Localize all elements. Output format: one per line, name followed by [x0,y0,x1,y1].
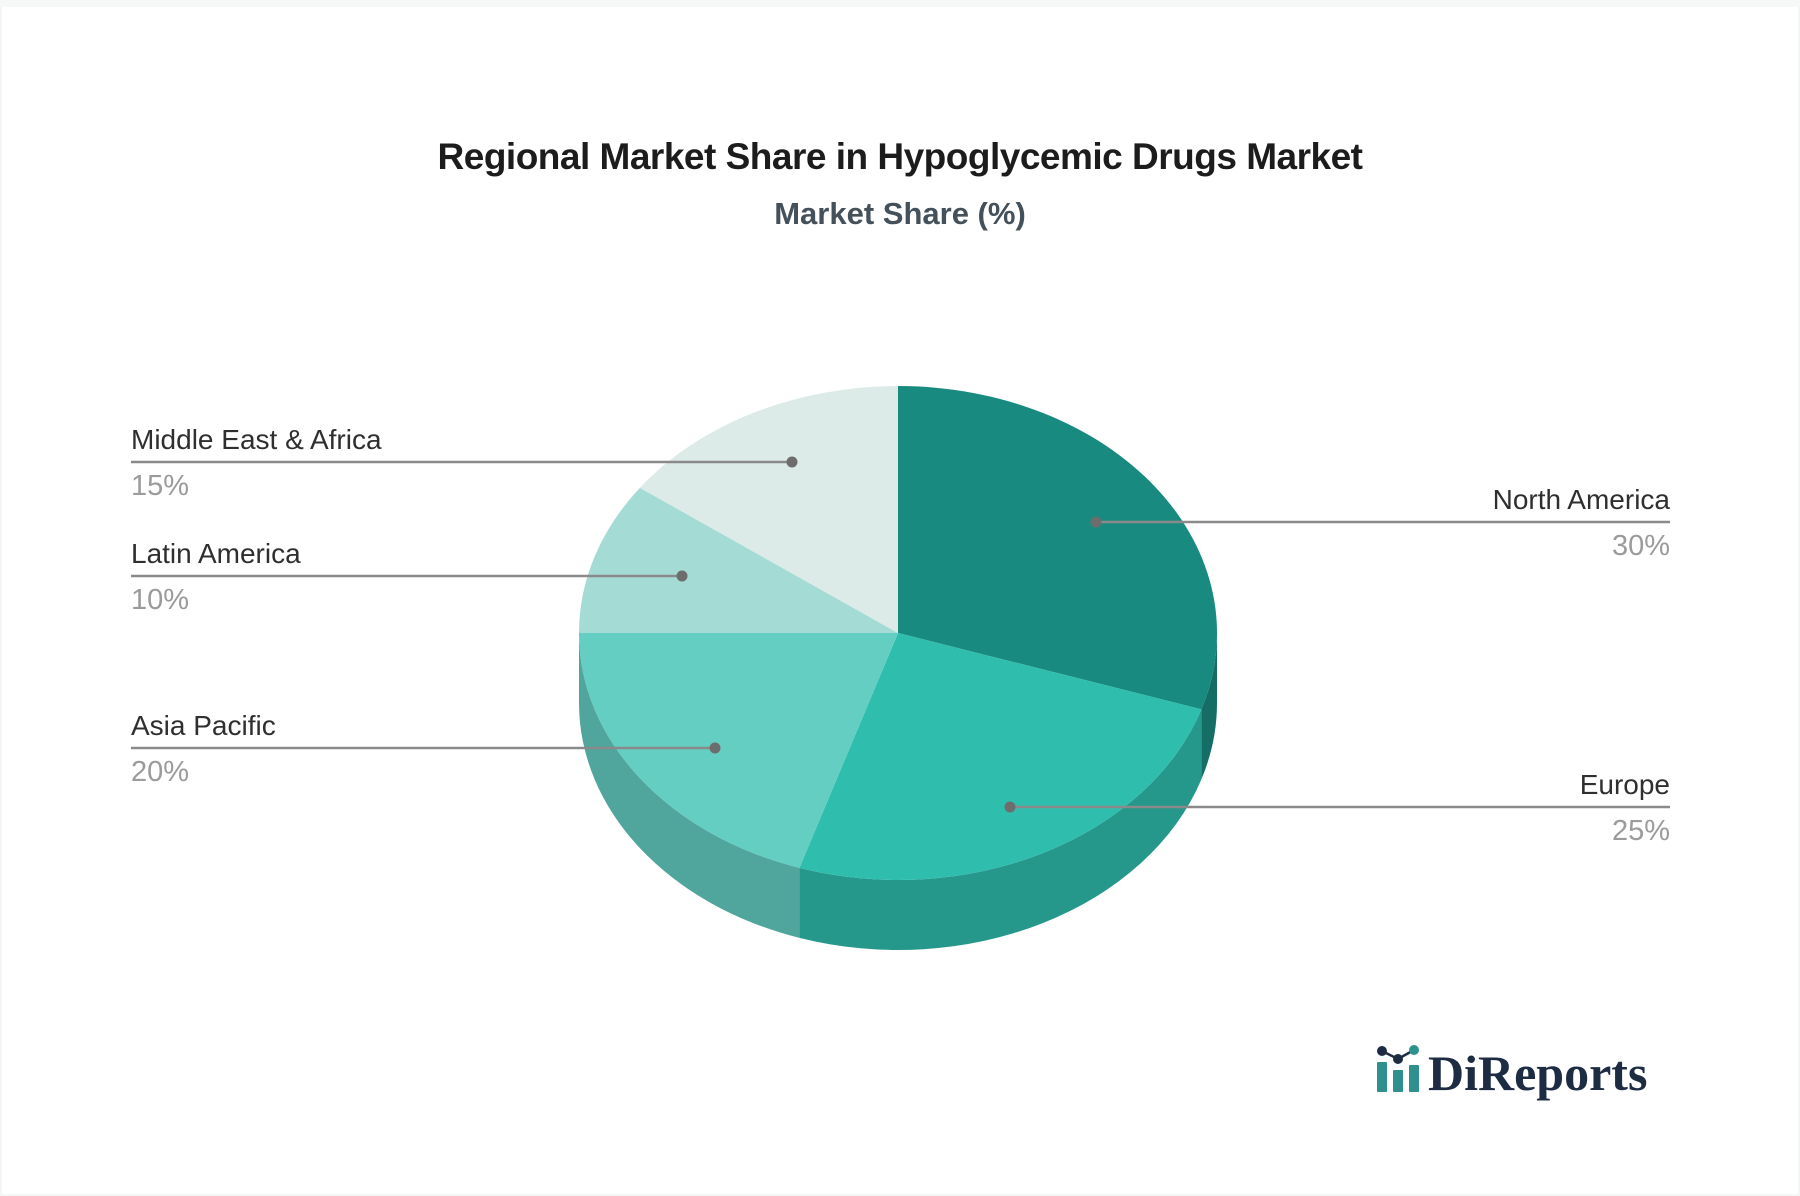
pie-side-europe [799,709,1202,950]
chart-subtitle: Market Share (%) [774,196,1026,231]
window-top-edge [0,0,1800,7]
pie-slice-middle-east-africa[interactable] [639,386,898,633]
direports-logo-icon [1377,1045,1419,1092]
callout-asia-pacific: Asia Pacific 20% [131,709,276,789]
callout-value: 15% [131,470,190,502]
callout-label: Middle East & Africa [131,424,382,455]
callout-label: North America [1492,484,1670,515]
callout-label: Europe [1579,769,1670,800]
leader-dot-europe [1004,801,1016,813]
callout-north-america: North America 30% [1493,483,1670,563]
callout-middle-east-africa: Middle East & Africa 15% [131,423,382,503]
callout-value: 25% [1611,815,1670,847]
direports-logo-text: DiReports [1428,1045,1648,1101]
pie-slice-latin-america[interactable] [579,487,898,633]
leader-dot-north-america [1090,516,1102,528]
pie-slice-north-america[interactable] [898,386,1218,710]
callout-label: Asia Pacific [131,710,276,741]
callout-label: Latin America [131,538,301,569]
pie-side-asia-pacific [579,633,800,938]
leader-dot-latin-america [676,570,688,582]
callout-value: 10% [131,584,190,616]
pie-slice-asia-pacific[interactable] [579,633,898,868]
leader-dot-middle-east-africa [786,456,798,468]
pie-slice-europe[interactable] [799,633,1202,880]
callout-value: 20% [131,756,190,788]
pie-side-north-america [1201,633,1217,780]
callout-europe: Europe 25% [1580,768,1670,848]
callout-latin-america: Latin America 10% [131,537,301,617]
leader-dot-asia-pacific [709,742,721,754]
chart-title: Regional Market Share in Hypoglycemic Dr… [437,136,1363,177]
direports-logo: DiReports [1376,1044,1647,1101]
callout-value: 30% [1611,530,1670,562]
